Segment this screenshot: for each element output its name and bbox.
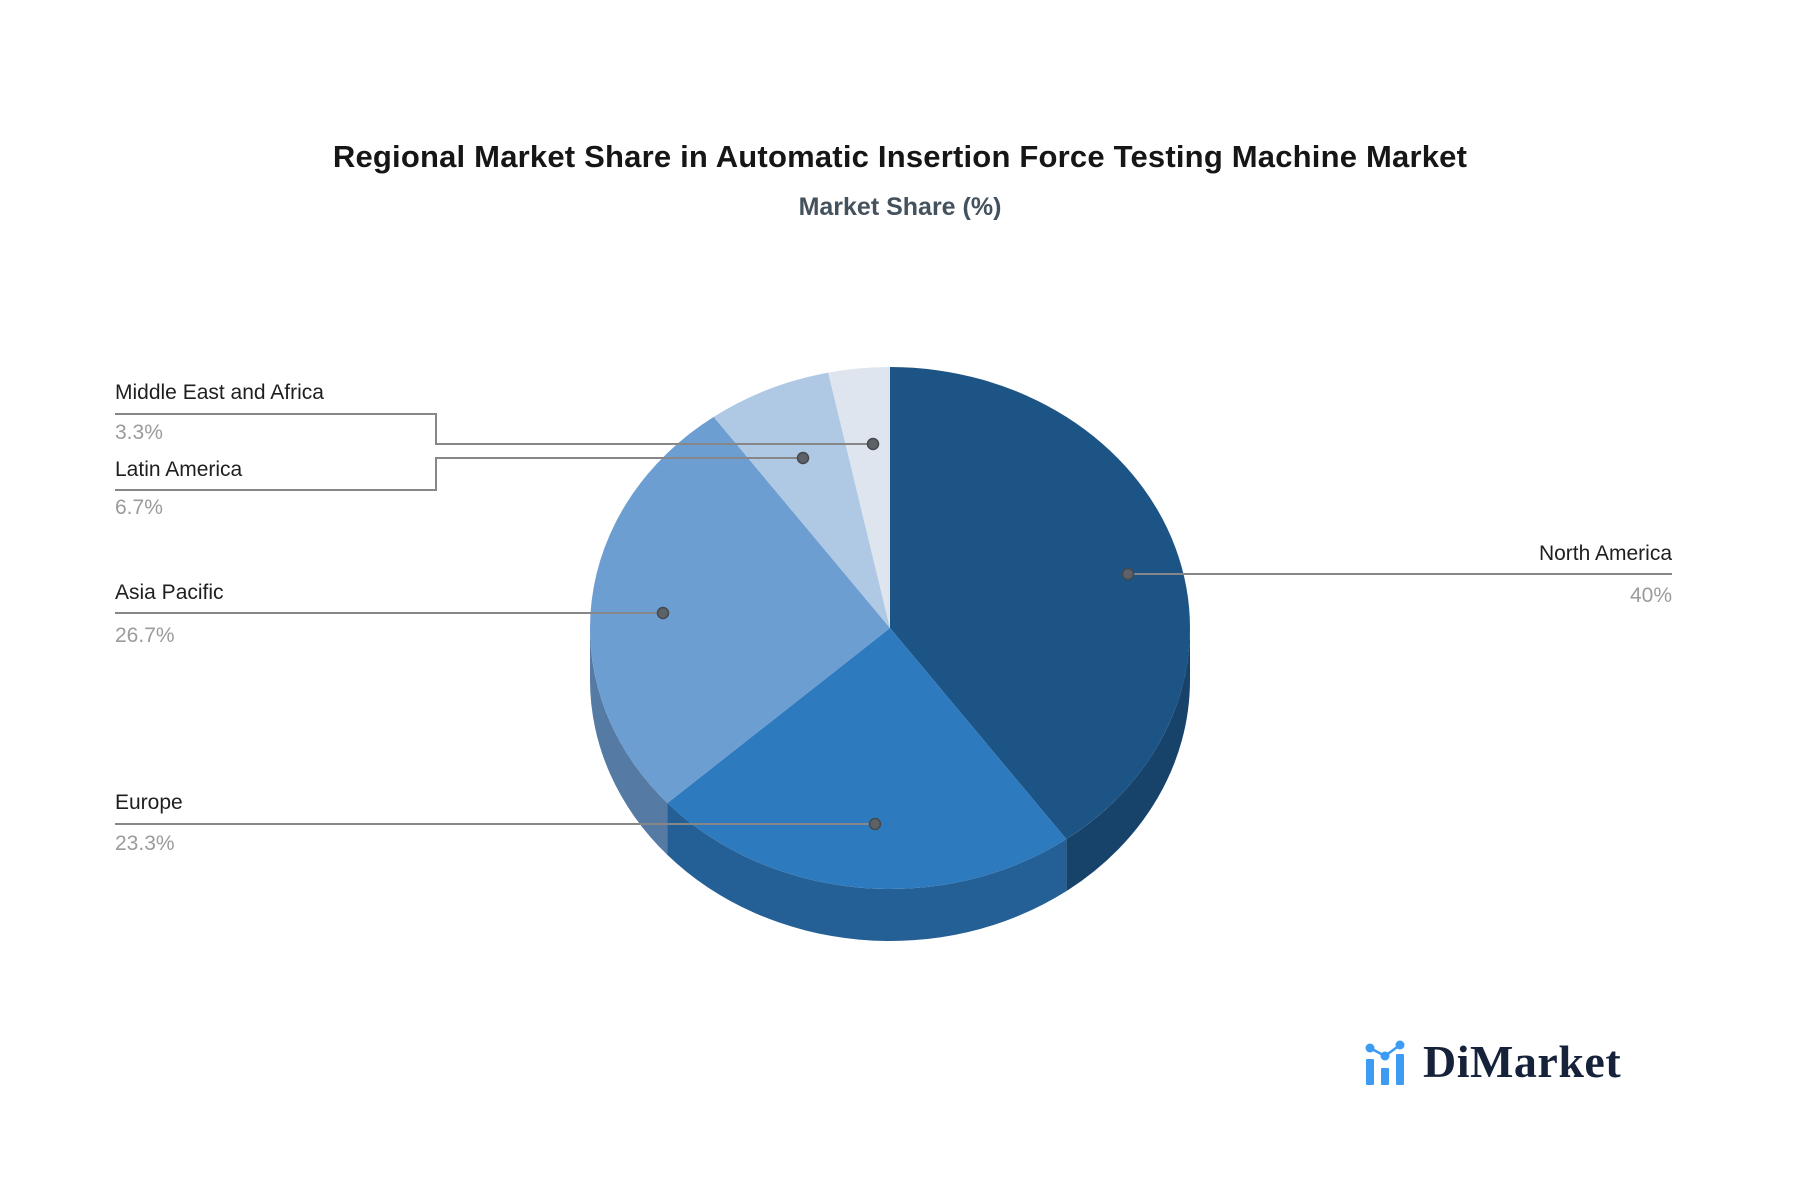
pie-slice-middle-east-and-africa[interactable] [828,367,890,628]
chart-title: Regional Market Share in Automatic Inser… [332,139,1468,174]
leader-dot-middle-east-and-africa [866,437,880,451]
brand-logo: DiMarket [1364,1036,1621,1088]
callout-label-middle-east-and-africa: Middle East and Africa [115,381,324,404]
leader-dot-latin-america [796,451,810,465]
pie-rim-north-america [1066,628,1190,892]
callout-percent-asia-pacific: 26.7% [115,624,175,647]
pie-slice-latin-america[interactable] [713,372,890,628]
bar-chart-logo-icon [1365,1040,1405,1085]
leader-dot-europe [868,817,882,831]
callout-percent-north-america: 40% [1629,584,1672,607]
pie-slice-north-america[interactable] [890,367,1190,840]
pie-slice-asia-pacific[interactable] [590,416,890,804]
leader-line-middle-east-and-africa [115,413,873,445]
callout-label-europe: Europe [115,791,183,814]
callout-percent-europe: 23.3% [115,832,175,855]
pie-rim-europe [667,803,1067,942]
callout-percent-middle-east-and-africa: 3.3% [115,421,163,444]
callout-percent-latin-america: 6.7% [115,496,163,519]
brand-name: DiMarket [1423,1036,1622,1087]
leader-line-latin-america [115,457,803,491]
chart-subtitle: Market Share (%) [798,193,1002,221]
leader-dot-asia-pacific [656,606,670,620]
callout-label-north-america: North America [1538,542,1672,565]
leader-dot-north-america [1121,567,1135,581]
callout-label-asia-pacific: Asia Pacific [115,581,224,604]
callout-label-latin-america: Latin America [115,458,243,481]
pie-rim-asia-pacific [590,628,668,856]
